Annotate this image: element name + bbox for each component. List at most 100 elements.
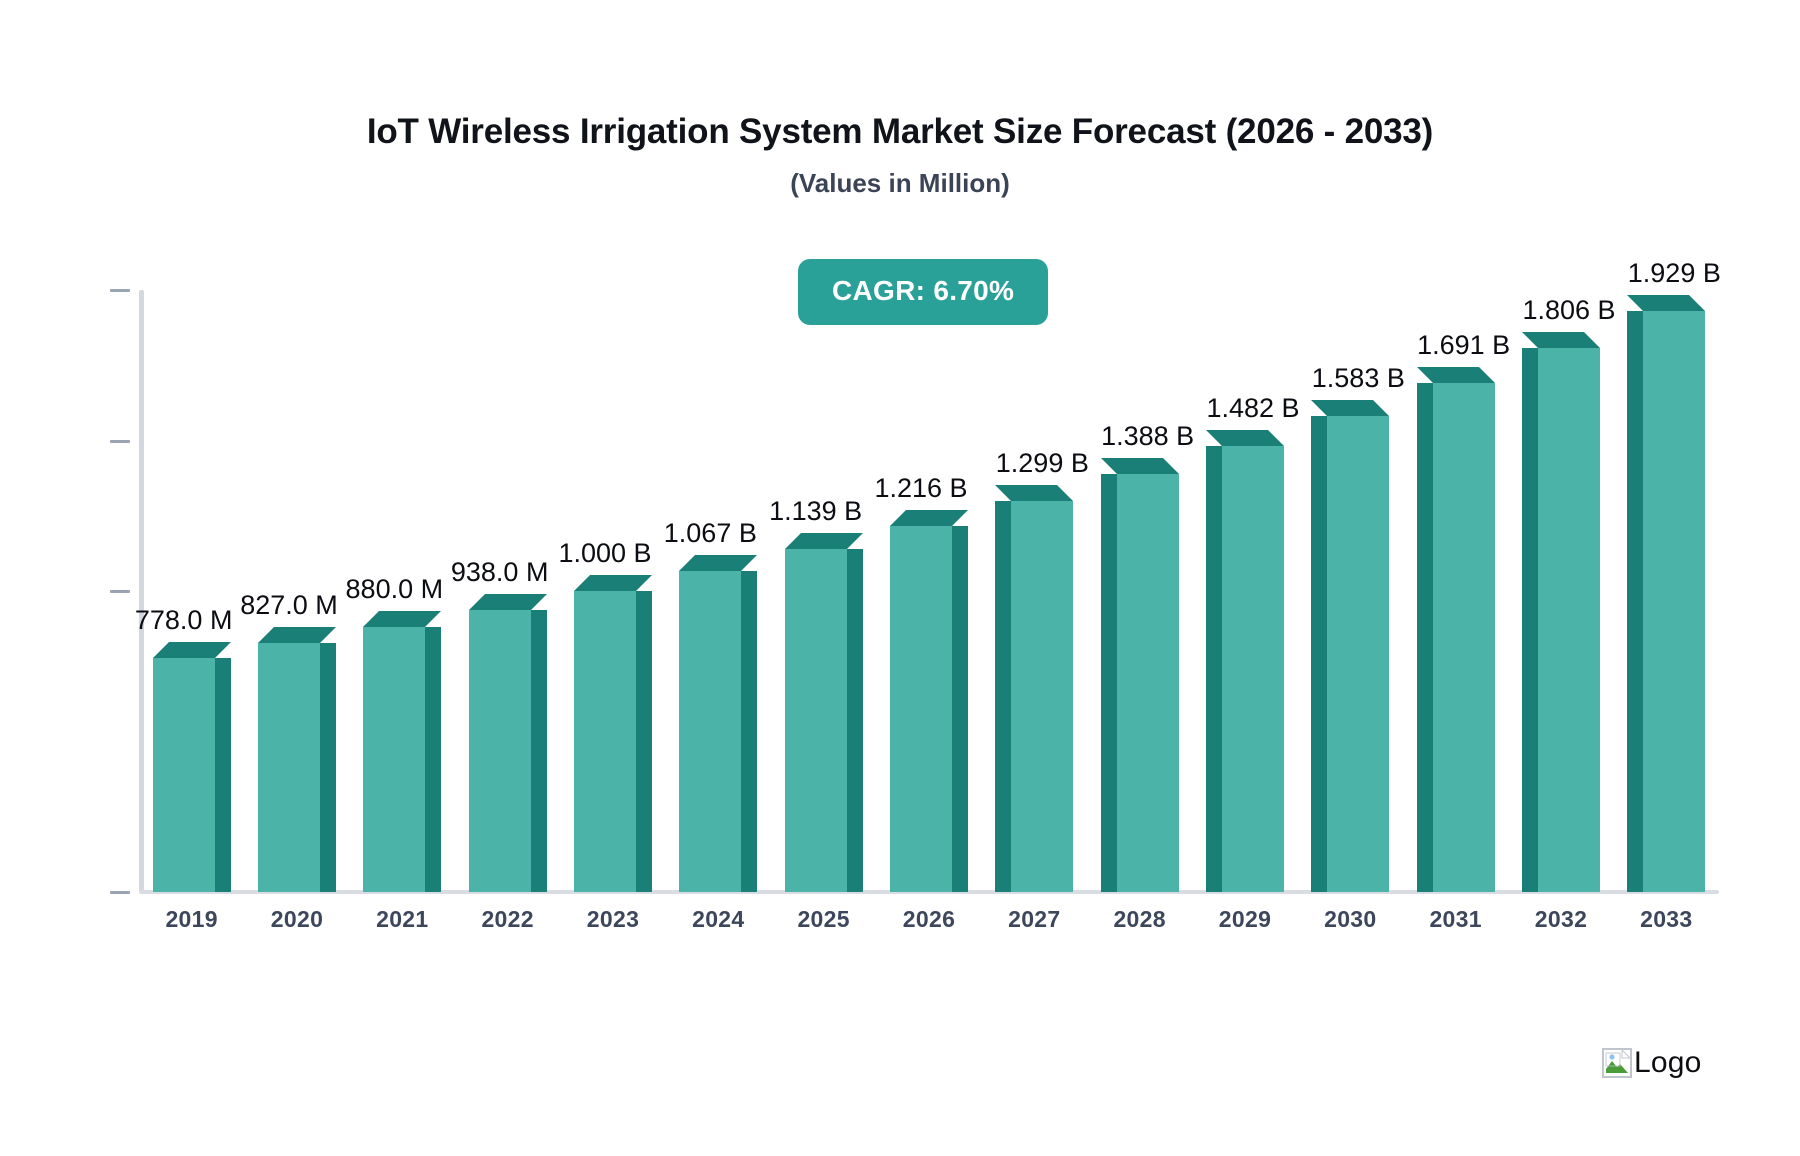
bar-front-face xyxy=(468,609,531,892)
bar-front-face xyxy=(1327,415,1390,892)
bar-side-face xyxy=(1521,348,1538,892)
bar-side-face xyxy=(319,643,336,892)
bar-front-face xyxy=(573,591,636,892)
bar-2029[interactable]: 1.482 B xyxy=(1192,0,1300,1156)
bar-2024[interactable]: 1.067 B xyxy=(663,0,771,1156)
bar-front-face xyxy=(1643,311,1706,892)
bar-side-face xyxy=(1627,311,1644,892)
x-axis-label-2025: 2025 xyxy=(797,906,850,932)
x-axis-label-2030: 2030 xyxy=(1324,906,1377,932)
bar-value-label: 938.0 M xyxy=(450,556,549,587)
bar-2021[interactable]: 880.0 M xyxy=(346,0,455,1156)
y-axis-line xyxy=(139,290,144,893)
bar-front-face xyxy=(1537,348,1600,892)
bar-top-face xyxy=(1100,458,1179,475)
x-axis-label-2023: 2023 xyxy=(586,906,640,932)
bar-2032[interactable]: 1.806 B xyxy=(1508,0,1616,1156)
bar-top-face xyxy=(257,627,336,644)
y-axis-tick-mark xyxy=(110,590,130,593)
bar-value-label: 1.216 B xyxy=(874,472,968,503)
y-axis-tick-mark xyxy=(110,289,130,292)
bar-front-face xyxy=(679,570,742,892)
bar-front-face xyxy=(784,549,847,892)
bar-top-face xyxy=(784,533,863,550)
bar-side-face xyxy=(214,657,231,892)
bar-top-face xyxy=(152,641,231,658)
bar-front-face xyxy=(889,525,952,892)
bar-2026[interactable]: 1.216 B xyxy=(874,0,981,1156)
bar-side-face xyxy=(951,525,968,892)
bar-2020[interactable]: 827.0 M xyxy=(240,0,349,1156)
bar-2031[interactable]: 1.691 B xyxy=(1403,0,1511,1156)
bar-2023[interactable]: 1.000 B xyxy=(558,0,665,1156)
bar-value-label: 1.388 B xyxy=(1101,421,1195,452)
x-axis-label-2019: 2019 xyxy=(165,906,218,932)
y-axis-tick-mark xyxy=(110,891,130,894)
x-axis-label-2032: 2032 xyxy=(1534,906,1588,932)
bar-top-face xyxy=(363,611,442,628)
broken-image-icon xyxy=(1602,1048,1632,1078)
y-axis-tick-mark xyxy=(110,439,130,443)
x-axis-label-2029: 2029 xyxy=(1218,906,1272,932)
bar-front-face xyxy=(363,627,426,892)
bar-value-label: 1.299 B xyxy=(995,448,1089,479)
x-axis-label-2033: 2033 xyxy=(1640,906,1693,932)
bar-value-label: 1.000 B xyxy=(558,538,652,568)
bar-side-face xyxy=(425,627,442,892)
x-axis-label-2031: 2031 xyxy=(1429,906,1482,932)
bar-front-face xyxy=(1011,501,1074,892)
bars-layer: 778.0 M 827.0 M 880.0 M 938.0 M 1.000 B 1.067… xyxy=(135,0,1721,1156)
title-block: IoT Wireless Irrigation System Market Si… xyxy=(0,110,1800,199)
bar-side-face xyxy=(1311,415,1328,892)
bar-top-face xyxy=(889,509,968,526)
bar-value-label: 1.482 B xyxy=(1206,392,1300,423)
bar-value-label: 1.139 B xyxy=(769,496,863,527)
bar-top-face xyxy=(1416,367,1495,384)
x-axis-label-2021: 2021 xyxy=(376,906,429,932)
logo-alt-text: Logo xyxy=(1634,1046,1702,1079)
bar-top-face xyxy=(1627,295,1706,312)
bar-side-face xyxy=(635,591,652,892)
bar-value-label: 1.929 B xyxy=(1627,258,1721,289)
x-axis-label-2026: 2026 xyxy=(902,906,956,932)
bar-front-face xyxy=(1432,383,1495,892)
bar-top-face xyxy=(468,593,547,610)
bar-2022[interactable]: 938.0 M xyxy=(451,0,560,1156)
bar-2033[interactable]: 1.929 B xyxy=(1614,0,1721,1156)
bar-value-label: 827.0 M xyxy=(240,590,338,621)
bar-value-label: 1.806 B xyxy=(1522,295,1616,326)
bar-side-face xyxy=(1416,383,1433,892)
x-axis-label-2020: 2020 xyxy=(270,906,324,932)
bar-value-label: 778.0 M xyxy=(134,604,233,635)
bar-value-label: 1.583 B xyxy=(1311,362,1405,393)
bar-side-face xyxy=(995,501,1012,892)
bar-top-face xyxy=(1521,332,1600,349)
bar-2027[interactable]: 1.299 B xyxy=(982,0,1089,1156)
bar-top-face xyxy=(679,554,758,571)
x-axis-label-2027: 2027 xyxy=(1008,906,1061,932)
bar-front-face xyxy=(1221,445,1284,892)
bar-value-label: 1.067 B xyxy=(663,517,757,548)
bar-2019[interactable]: 778.0 M xyxy=(135,0,244,1156)
bar-side-face xyxy=(741,570,758,892)
chart-subtitle: (Values in Million) xyxy=(790,167,1010,198)
x-axis-label-2024: 2024 xyxy=(692,906,745,932)
bar-top-face xyxy=(1311,399,1390,416)
bar-side-face xyxy=(846,549,863,892)
bar-2025[interactable]: 1.139 B xyxy=(769,0,876,1156)
logo-placeholder: Logo xyxy=(1602,1048,1702,1078)
bar-value-label: 1.691 B xyxy=(1417,330,1511,361)
bar-2030[interactable]: 1.583 B xyxy=(1298,0,1405,1156)
bar-top-face xyxy=(1205,429,1284,446)
bar-front-face xyxy=(257,643,320,892)
bar-side-face xyxy=(1100,474,1117,892)
x-axis-label-2028: 2028 xyxy=(1113,906,1166,932)
bar-2028[interactable]: 1.388 B xyxy=(1087,0,1195,1156)
cagr-badge: CAGR: 6.70% xyxy=(798,259,1049,325)
bar-value-label: 880.0 M xyxy=(345,574,444,605)
x-axis-label-2022: 2022 xyxy=(481,906,534,932)
bar-side-face xyxy=(1205,445,1222,892)
bar-top-face xyxy=(995,485,1074,502)
